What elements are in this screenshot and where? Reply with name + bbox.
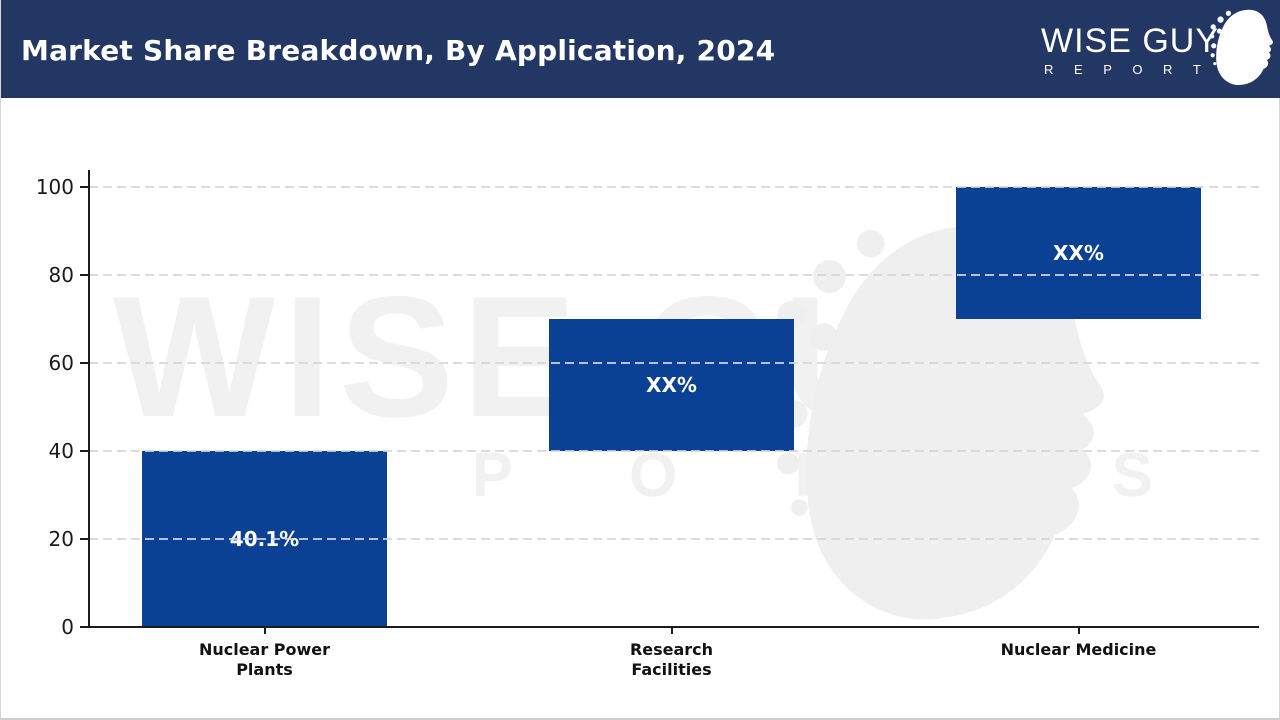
- y-tick-mark: [80, 362, 88, 364]
- bar-segment: XX%: [549, 319, 794, 451]
- x-tick-mark: [263, 627, 266, 634]
- x-category-label-line: Facilities: [631, 660, 712, 679]
- y-tick-label: 100: [35, 175, 74, 199]
- y-tick-mark: [80, 274, 88, 276]
- wise-guy-reports-logo: WISE GUY R E P O R T S: [1041, 4, 1277, 94]
- x-category-label-line: Plants: [236, 660, 293, 679]
- x-category-label: Nuclear Power Plants: [105, 640, 425, 680]
- x-tick-mark: [670, 627, 673, 634]
- y-tick-label: 0: [61, 615, 74, 639]
- page-title: Market Share Breakdown, By Application, …: [21, 34, 776, 67]
- header-band: Market Share Breakdown, By Application, …: [1, 0, 1280, 98]
- y-tick-mark: [80, 450, 88, 452]
- bar-value-label: XX%: [646, 372, 697, 397]
- y-tick-label: 20: [48, 527, 74, 551]
- x-tick-mark: [1077, 627, 1080, 634]
- y-tick-mark: [80, 186, 88, 188]
- y-tick-mark: [80, 626, 88, 628]
- y-tick-label: 60: [48, 351, 74, 375]
- logo-subtitle: R E P O R T S: [1044, 62, 1239, 77]
- y-tick-label: 80: [48, 263, 74, 287]
- logo-wordmark: WISE GUY: [1041, 22, 1220, 60]
- x-category-label: Research Facilities: [512, 640, 832, 680]
- x-category-label: Nuclear Medicine: [919, 640, 1239, 660]
- head-profile-dots-icon: [1209, 9, 1273, 86]
- y-tick-mark: [80, 538, 88, 540]
- x-category-label-line: Research: [629, 640, 714, 659]
- x-category-label-line: Nuclear Power: [198, 640, 331, 659]
- head-silhouette: [1215, 9, 1273, 86]
- x-category-label-line: Nuclear Medicine: [1000, 640, 1157, 659]
- y-axis-spine: [88, 170, 90, 628]
- y-tick-label: 40: [48, 439, 74, 463]
- x-axis-spine: [88, 626, 1259, 628]
